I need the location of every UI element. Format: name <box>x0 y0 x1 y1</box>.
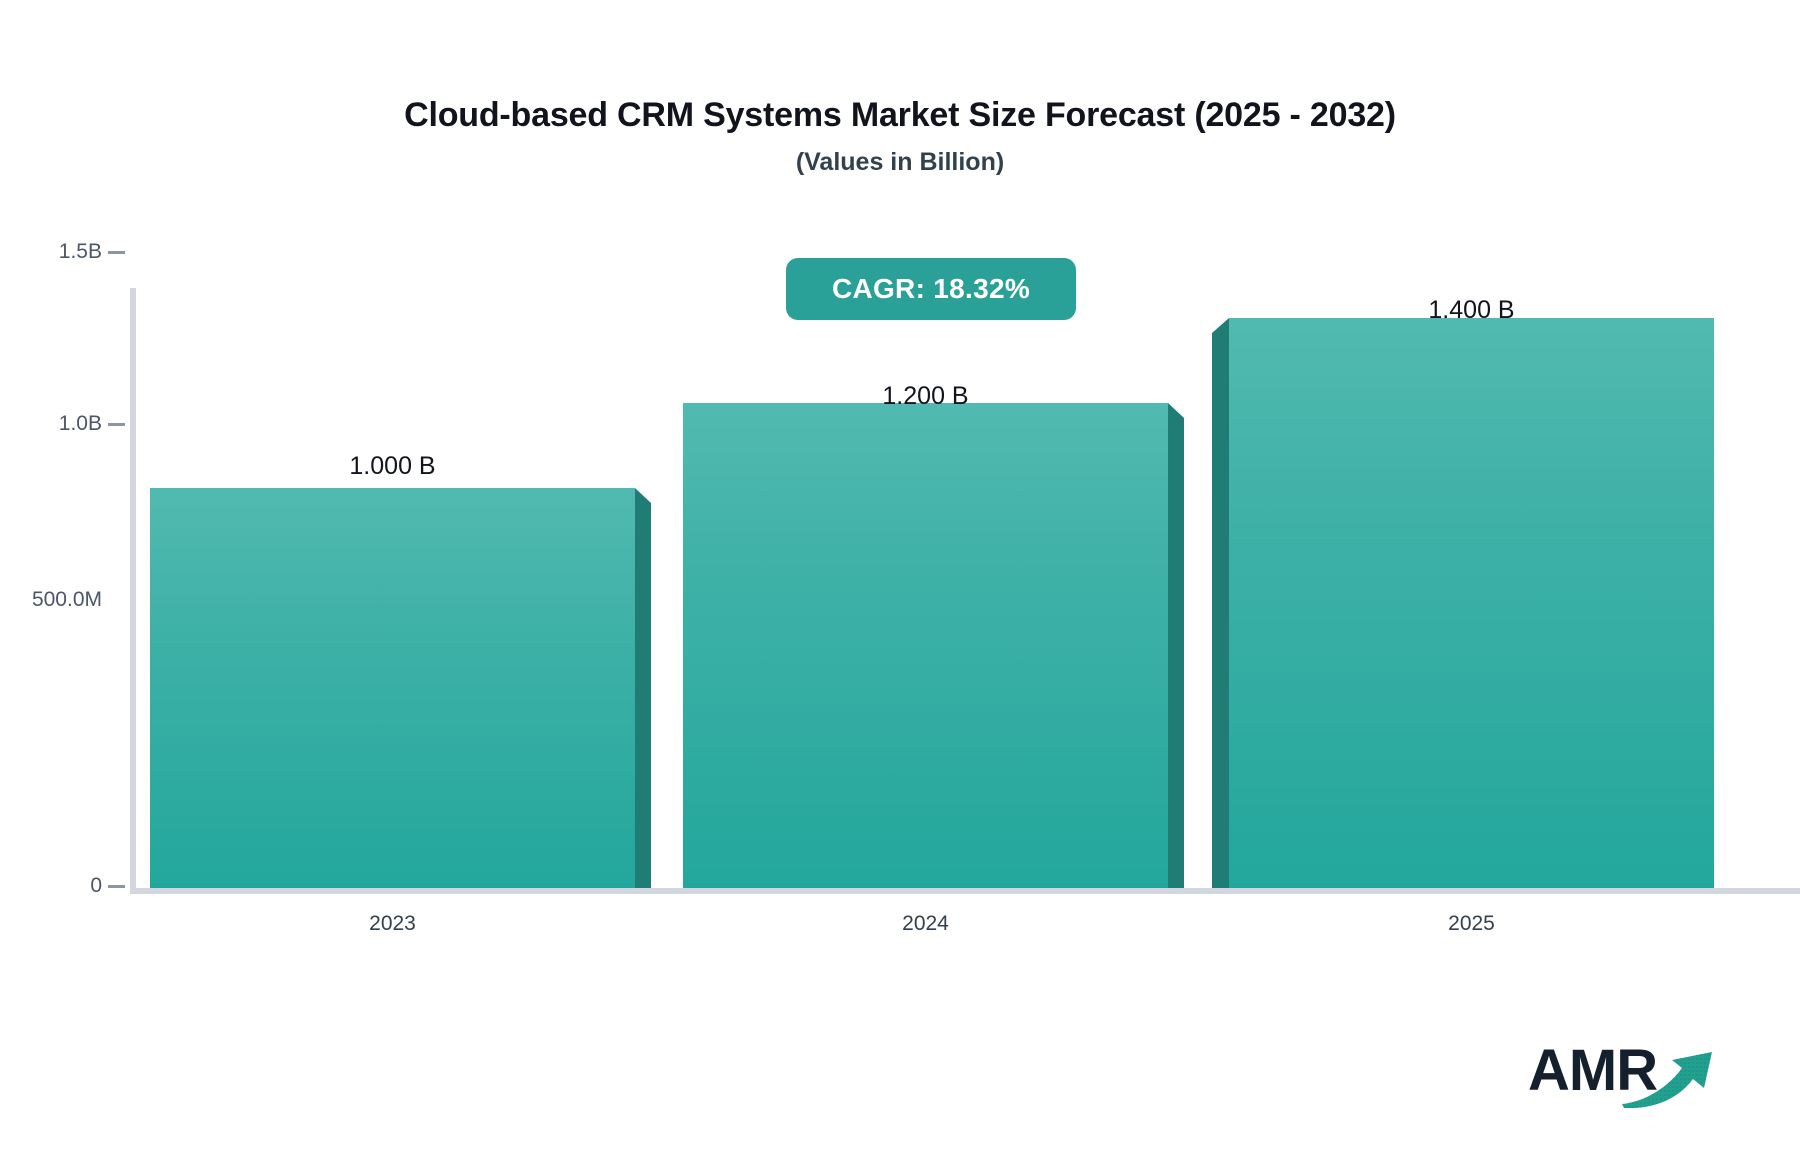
bar-value-label-2024: 1.200 B <box>882 382 969 410</box>
y-axis-line <box>130 288 136 894</box>
chart-subtitle: (Values in Billion) <box>795 148 1005 176</box>
bar-side-face <box>1168 418 1184 888</box>
bar-2023[interactable] <box>150 488 635 888</box>
bar-value-label-2025: 1.400 B <box>1428 296 1515 324</box>
y-tick-label: 1.0B <box>58 412 102 435</box>
bar-bevel <box>1212 318 1229 333</box>
bar-bevel <box>1168 403 1184 418</box>
y-tick-label: 1.5B <box>58 240 102 263</box>
y-tick-label: 500.0M <box>31 588 102 611</box>
y-tick-0: 0 <box>0 874 125 898</box>
bar-side-face <box>1212 333 1229 888</box>
bar-bevel <box>635 488 651 503</box>
bar-side-face <box>635 503 651 888</box>
cagr-badge-label: CAGR: 18.32% <box>831 273 1031 304</box>
bar-value-label-2023: 1.000 B <box>349 452 436 480</box>
y-tick-1_5B: 1.5B <box>0 240 125 264</box>
amr-logo: AMR <box>1528 1038 1718 1116</box>
page-title: Cloud-based CRM Systems Market Size Fore… <box>404 96 1396 134</box>
bar-2025[interactable] <box>1229 318 1714 888</box>
y-tick-label: 0 <box>90 874 102 897</box>
cagr-badge: CAGR: 18.32% <box>786 258 1076 320</box>
y-tick-mark <box>108 251 125 254</box>
y-tick-mark <box>108 423 125 426</box>
x-tick-label-2023: 2023 <box>369 912 416 935</box>
y-tick-500M: 500.0M <box>0 588 102 612</box>
growth-arrow-icon <box>1622 1052 1712 1108</box>
x-tick-label-2025: 2025 <box>1448 912 1495 935</box>
bar-2024[interactable] <box>683 403 1168 888</box>
y-tick-1_0B: 1.0B <box>0 412 125 436</box>
amr-wordmark: AMR <box>1528 1038 1658 1103</box>
x-axis-line <box>130 888 1800 894</box>
y-tick-mark <box>108 885 125 888</box>
x-tick-label-2024: 2024 <box>902 912 949 935</box>
